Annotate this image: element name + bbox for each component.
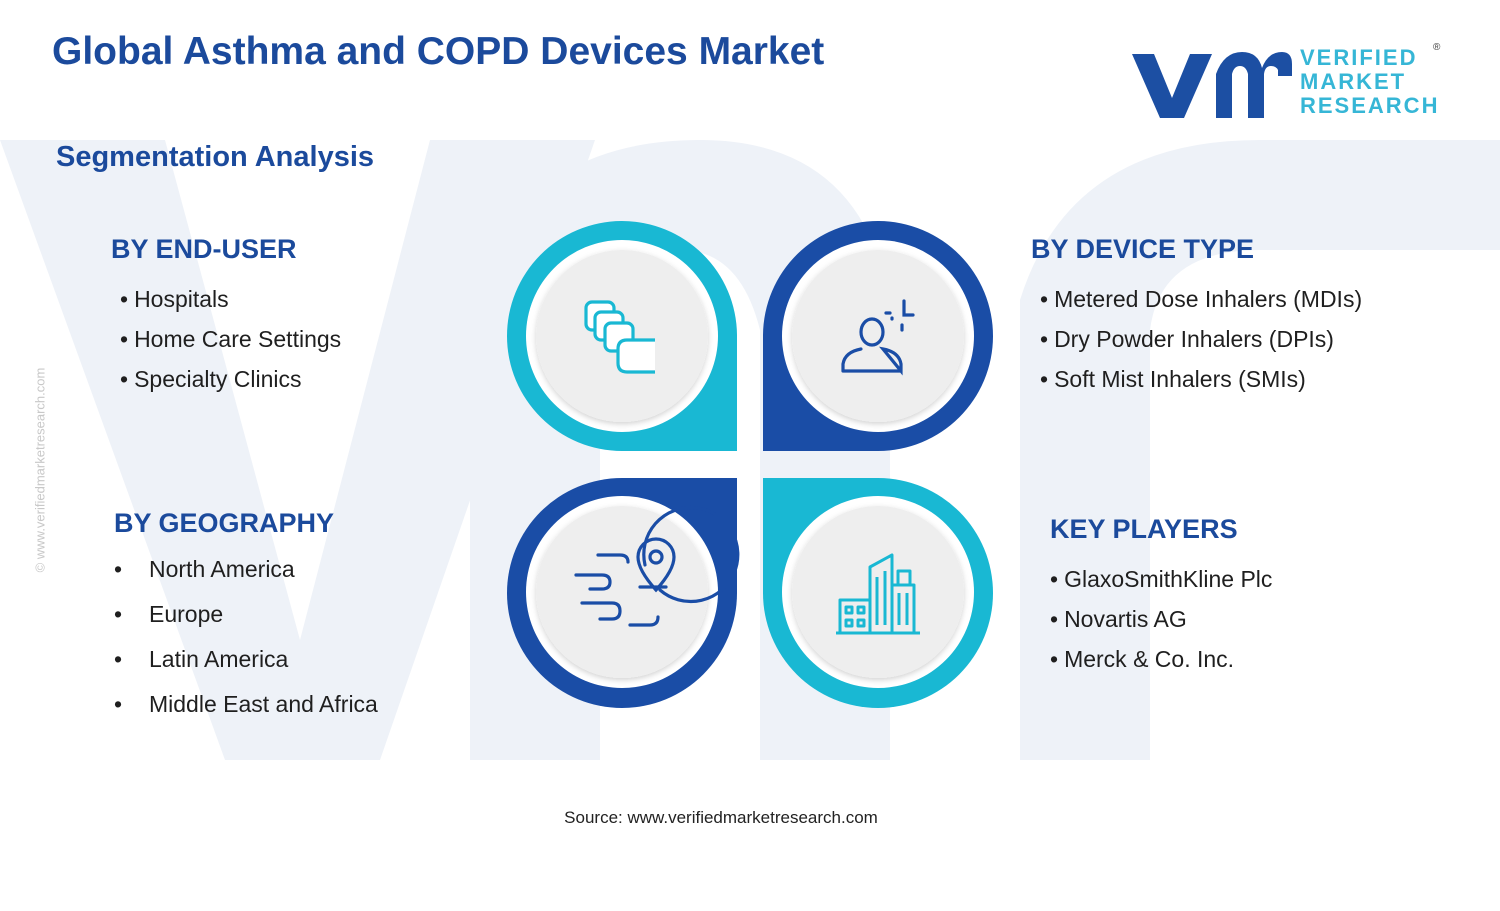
page-title: Global Asthma and COPD Devices Market — [52, 30, 825, 73]
segment-end-user: BY END-USER • Hospitals • Home Care Settin… — [111, 234, 341, 399]
logo-wordmark: VERIFIED MARKET RESEARCH — [1300, 46, 1439, 118]
list-item: • Middle East and Africa — [114, 691, 378, 717]
quadrant-top-left — [507, 221, 737, 451]
segment-heading-end-user: BY END-USER — [111, 234, 297, 264]
page-subtitle: Segmentation Analysis — [56, 141, 375, 173]
segmentation-diagram — [507, 221, 993, 708]
list-item: • Latin America — [114, 646, 289, 672]
list-item: • GlaxoSmithKline Plc — [1050, 566, 1273, 592]
segment-list-geography: • North America • Europe • Latin America • M… — [114, 547, 378, 727]
registered-mark: ® — [1433, 42, 1441, 53]
segment-geography: BY GEOGRAPHY • North America • Europe • Lat… — [114, 508, 378, 727]
logo-line-research: RESEARCH — [1300, 93, 1440, 118]
list-item: • Dry Powder Inhalers (DPIs) — [1040, 326, 1334, 352]
list-item: • Specialty Clinics — [120, 366, 302, 392]
stacked-layers-icon — [584, 300, 655, 374]
side-copyright-url: © www.verifiedmarketresearch.com — [32, 367, 48, 573]
segment-heading-key-players: KEY PLAYERS — [1050, 514, 1238, 544]
logo-line-market: MARKET — [1300, 69, 1407, 94]
brand-logo: VERIFIED MARKET RESEARCH ® — [1128, 40, 1448, 126]
segment-key-players: KEY PLAYERS • GlaxoSmithKline Plc • Novart… — [1050, 514, 1272, 679]
logo-line-verified: VERIFIED — [1300, 45, 1418, 70]
source-caption: Source: www.verifiedmarketresearch.com — [564, 808, 878, 827]
quadrant-bottom-left — [507, 478, 740, 708]
list-item: • Europe — [114, 601, 224, 627]
segment-heading-device-type: BY DEVICE TYPE — [1031, 234, 1255, 264]
list-item: • Soft Mist Inhalers (SMIs) — [1040, 366, 1306, 392]
quadrant-top-right — [763, 221, 993, 451]
list-item: • North America — [114, 556, 295, 582]
user-profile-icon — [841, 299, 915, 376]
segment-list-end-user: • Hospitals • Home Care Settings • Specialt… — [120, 279, 341, 399]
vmr-logo-mark-icon — [1132, 52, 1292, 118]
segment-device-type: BY DEVICE TYPE • Metered Dose Inhalers (M… — [1031, 234, 1362, 399]
segment-list-key-players: • GlaxoSmithKline Plc • Novartis AG • Merck… — [1050, 559, 1272, 679]
list-item: • Home Care Settings — [120, 326, 342, 352]
list-item: • Merck & Co. Inc. — [1050, 646, 1235, 672]
segment-heading-geography: BY GEOGRAPHY — [114, 508, 335, 538]
list-item: • Hospitals — [120, 286, 229, 312]
globe-location-icon — [574, 505, 740, 627]
city-buildings-icon — [836, 553, 920, 635]
quadrant-bottom-right — [763, 478, 993, 708]
list-item: • Novartis AG — [1050, 606, 1187, 632]
segment-list-device-type: • Metered Dose Inhalers (MDIs) • Dry Powde… — [1040, 279, 1362, 399]
list-item: • Metered Dose Inhalers (MDIs) — [1040, 286, 1363, 312]
